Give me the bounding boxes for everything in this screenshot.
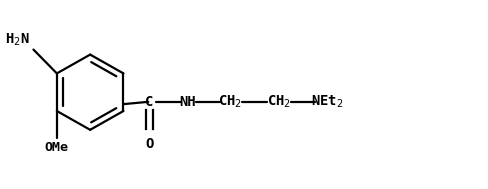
Text: O: O (145, 137, 153, 151)
Text: CH$_2$: CH$_2$ (266, 94, 290, 110)
Text: CH$_2$: CH$_2$ (217, 94, 242, 110)
Text: H$_2$N: H$_2$N (5, 31, 30, 48)
Text: OMe: OMe (45, 141, 69, 154)
Text: C: C (145, 95, 153, 109)
Text: NH: NH (179, 95, 196, 109)
Text: NEt$_2$: NEt$_2$ (310, 94, 343, 110)
